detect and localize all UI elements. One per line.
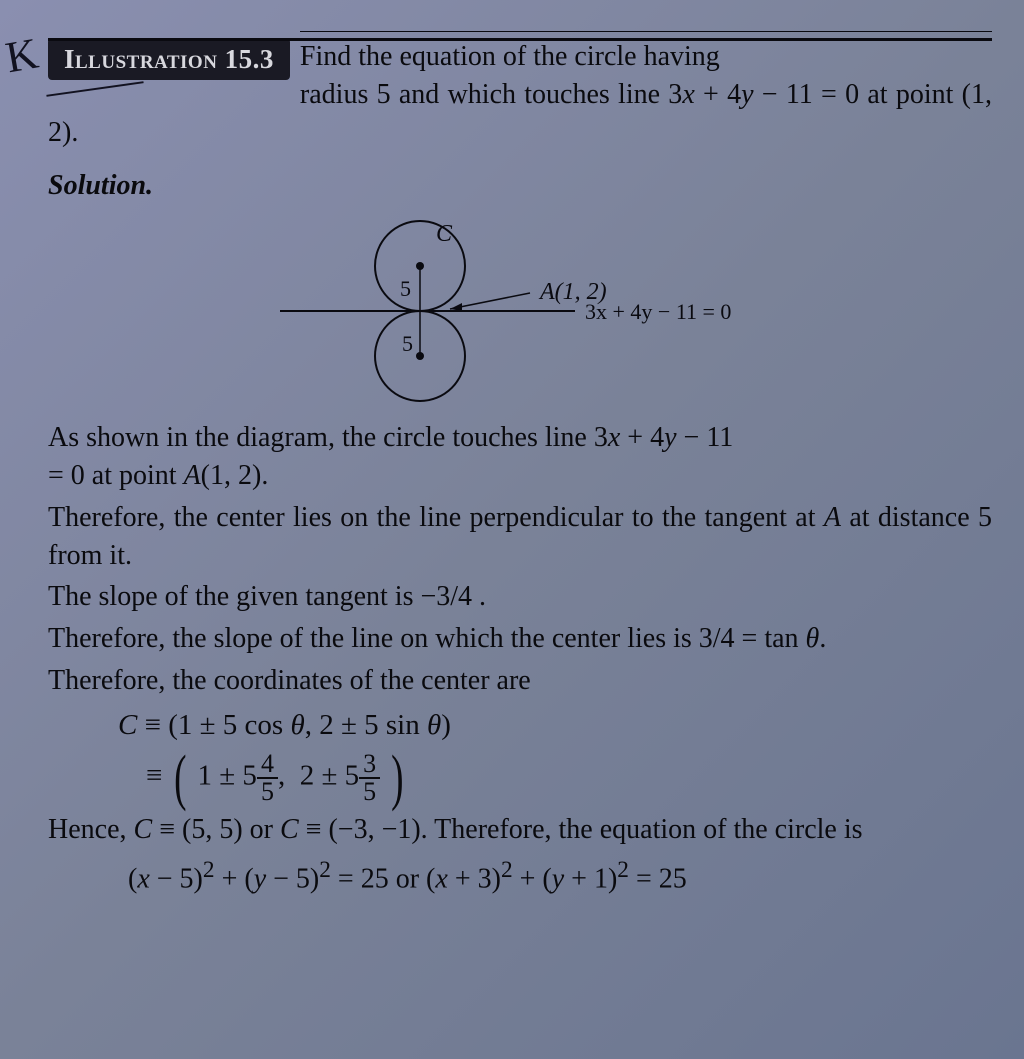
tangent-circles-diagram: C55A(1, 2)3x + 4y − 11 = 0: [240, 211, 800, 411]
p6c: ≡ (−3, −1). Therefore, the equation of t…: [299, 814, 863, 845]
top-hairline: [300, 31, 992, 32]
solution-p2: Therefore, the center lies on the line p…: [48, 499, 992, 575]
problem-text-2b: + 4: [695, 79, 741, 110]
solution-p3: The slope of the given tangent is −3/4 .: [48, 578, 992, 616]
theta: θ: [806, 623, 820, 654]
equation-center-1: C ≡ (1 ± 5 cos θ, 2 ± 5 sin θ): [118, 706, 992, 745]
eq1a: ≡ (1 ± 5 cos: [137, 709, 290, 741]
p4a: Therefore, the slope of the line on whic…: [48, 623, 806, 654]
illustration-badge: Illustration 15.3: [48, 38, 290, 80]
frac-3-5: 35: [359, 751, 380, 805]
theta: θ: [290, 709, 304, 741]
p2a: Therefore, the center lies on the line p…: [48, 502, 824, 533]
equation-final: (x − 5)2 + (y − 5)2 = 25 or (x + 3)2 + (…: [128, 855, 992, 898]
var-x: x: [608, 422, 620, 453]
eq1b: , 2 ± 5 sin: [305, 709, 427, 741]
frac-4-5: 45: [257, 751, 278, 805]
page-content: Illustration 15.3 Find the equation of t…: [0, 0, 1024, 922]
equation-center-2: ≡ ( 1 ± 545, 2 ± 535 ): [146, 751, 992, 805]
den1: 5: [257, 779, 278, 805]
p1a: As shown in the diagram, the circle touc…: [48, 422, 608, 453]
solution-p4: Therefore, the slope of the line on whic…: [48, 620, 992, 658]
var-y: y: [741, 79, 753, 110]
solution-p5: Therefore, the coordinates of the center…: [48, 662, 992, 700]
C: C: [118, 709, 137, 741]
den2: 5: [359, 779, 380, 805]
theta: θ: [427, 709, 441, 741]
svg-text:5: 5: [402, 331, 413, 356]
problem-statement: Illustration 15.3 Find the equation of t…: [48, 38, 992, 151]
num2: 3: [359, 751, 380, 779]
top-rule: [48, 38, 992, 41]
svg-text:5: 5: [400, 276, 411, 301]
var-x: x: [682, 79, 694, 110]
solution-heading: Solution.: [48, 167, 992, 205]
eq1c: ): [441, 709, 451, 741]
p1b: + 4: [620, 422, 664, 453]
svg-text:3x + 4y − 11 = 0: 3x + 4y − 11 = 0: [585, 299, 731, 324]
C: C: [280, 814, 299, 845]
p6a: Hence,: [48, 814, 134, 845]
p6b: ≡ (5, 5) or: [152, 814, 280, 845]
solution-p6: Hence, C ≡ (5, 5) or C ≡ (−3, −1). There…: [48, 811, 992, 849]
point-A: A: [824, 502, 841, 533]
problem-text-2a: radius 5 and which touches line 3: [300, 79, 682, 110]
p1c: − 11: [677, 422, 734, 453]
problem-text-1: Find the equation of the circle having: [300, 41, 720, 72]
p1d: = 0 at point: [48, 460, 184, 491]
svg-text:C: C: [436, 221, 453, 247]
p1e: (1, 2).: [201, 460, 269, 491]
var-y: y: [664, 422, 676, 453]
point-A: A: [184, 460, 201, 491]
num1: 4: [257, 751, 278, 779]
solution-p1: As shown in the diagram, the circle touc…: [48, 419, 992, 495]
C: C: [134, 814, 153, 845]
eq2pre: ≡: [146, 760, 170, 792]
